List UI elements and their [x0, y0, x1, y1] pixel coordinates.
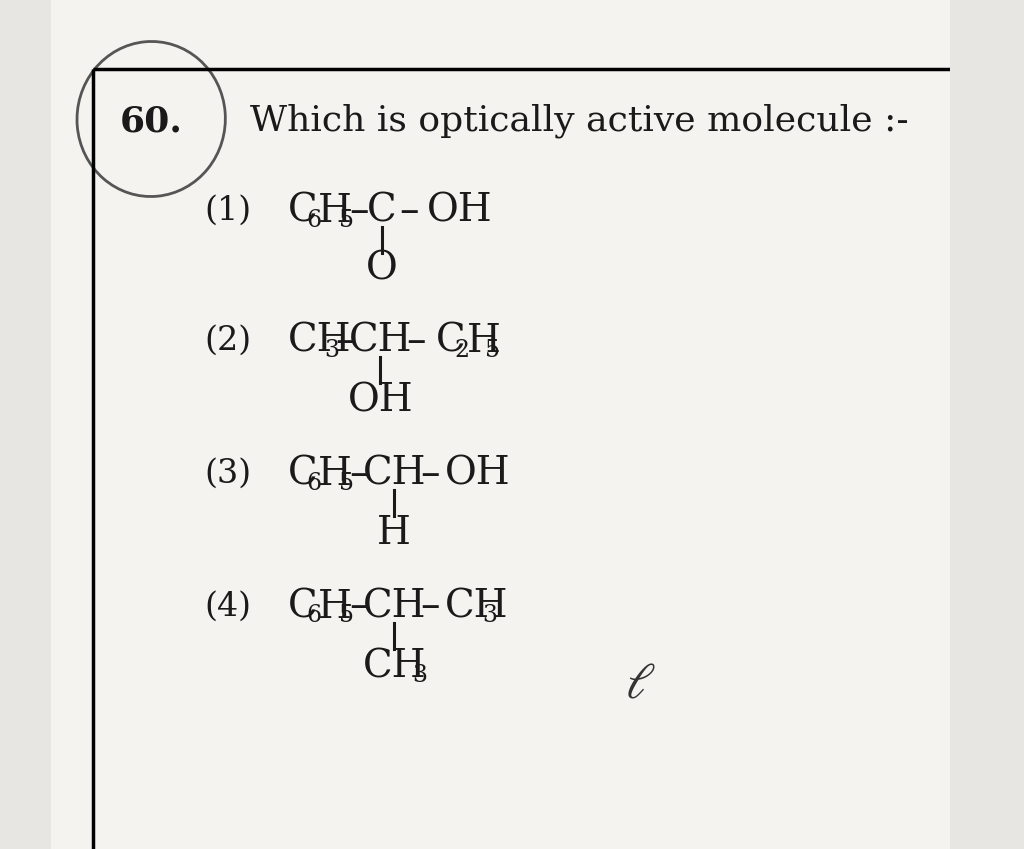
Text: –: – [349, 193, 370, 229]
Text: H: H [377, 515, 411, 553]
Text: 3: 3 [325, 339, 340, 362]
Text: 3: 3 [413, 665, 428, 688]
Text: CH: CH [445, 588, 509, 626]
Text: 2: 2 [455, 339, 470, 362]
Text: 6: 6 [306, 604, 322, 627]
Text: –: – [398, 193, 419, 229]
Text: CH: CH [362, 649, 426, 685]
Text: 6: 6 [306, 209, 322, 232]
Text: O: O [367, 250, 398, 288]
Text: OH: OH [427, 193, 493, 229]
Text: CH: CH [362, 456, 426, 492]
Text: H: H [467, 323, 501, 359]
Text: H: H [318, 588, 352, 626]
Text: C: C [288, 456, 317, 492]
Text: 6: 6 [306, 471, 322, 494]
Text: –: – [349, 588, 370, 626]
Text: $\mathcal{\ell}$: $\mathcal{\ell}$ [625, 660, 655, 708]
Text: –: – [336, 323, 355, 359]
Text: C: C [436, 323, 466, 359]
Text: CH: CH [288, 323, 351, 359]
Text: 5: 5 [339, 209, 353, 232]
Text: –: – [349, 456, 370, 492]
Text: Which is optically active molecule :-: Which is optically active molecule :- [251, 104, 909, 138]
Text: CH: CH [362, 588, 426, 626]
Text: 5: 5 [339, 604, 353, 627]
Text: 3: 3 [482, 604, 498, 627]
Text: OH: OH [347, 383, 413, 419]
Text: –: – [420, 456, 439, 492]
Text: CH: CH [348, 323, 412, 359]
Text: –: – [420, 588, 439, 626]
Text: (1): (1) [204, 195, 251, 227]
Text: C: C [368, 193, 397, 229]
Text: –: – [407, 323, 426, 359]
Text: OH: OH [445, 456, 511, 492]
Text: (2): (2) [204, 325, 251, 357]
Text: C: C [288, 193, 317, 229]
Text: (3): (3) [204, 458, 251, 490]
Text: (4): (4) [204, 591, 251, 623]
Text: C: C [288, 588, 317, 626]
Text: H: H [318, 456, 352, 492]
Text: H: H [318, 193, 352, 229]
Text: 5: 5 [485, 339, 500, 362]
Text: 60.: 60. [120, 104, 182, 138]
Text: 5: 5 [339, 471, 353, 494]
